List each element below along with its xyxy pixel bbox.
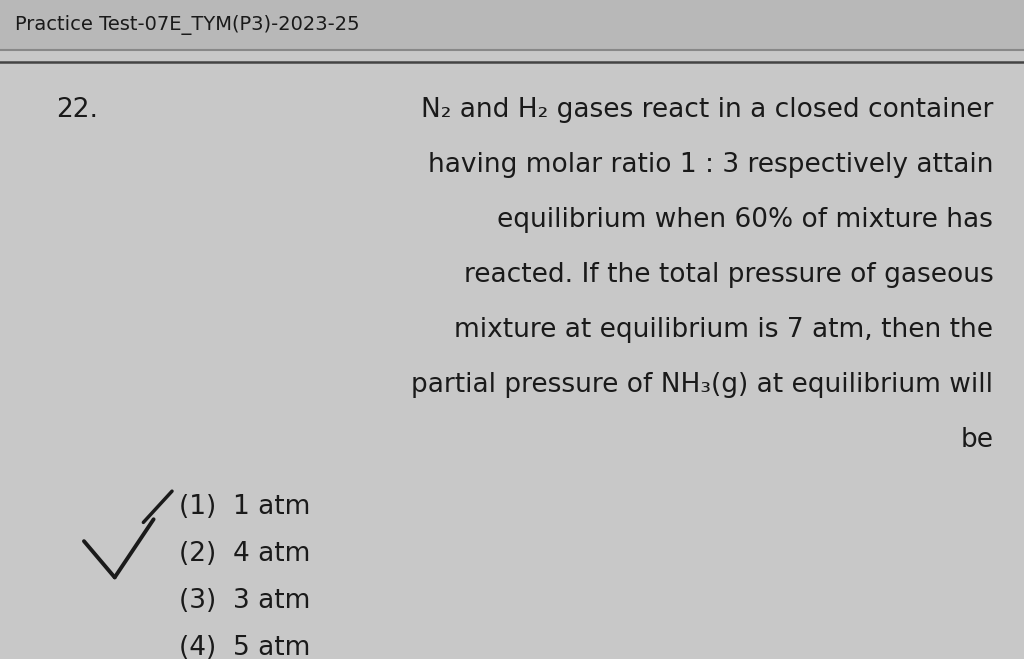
Text: mixture at equilibrium is 7 atm, then the: mixture at equilibrium is 7 atm, then th… xyxy=(455,317,993,343)
Text: (4)  5 atm: (4) 5 atm xyxy=(179,635,310,659)
FancyBboxPatch shape xyxy=(0,0,1024,50)
Text: partial pressure of NH₃(g) at equilibrium will: partial pressure of NH₃(g) at equilibriu… xyxy=(412,372,993,398)
Text: equilibrium when 60% of mixture has: equilibrium when 60% of mixture has xyxy=(498,207,993,233)
Text: (1)  1 atm: (1) 1 atm xyxy=(179,494,310,521)
Text: N₂ and H₂ gases react in a closed container: N₂ and H₂ gases react in a closed contai… xyxy=(421,97,993,123)
Text: Practice Test-07E_TYM(P3)-2023-25: Practice Test-07E_TYM(P3)-2023-25 xyxy=(15,15,360,35)
Text: having molar ratio 1 : 3 respectively attain: having molar ratio 1 : 3 respectively at… xyxy=(428,152,993,178)
Text: reacted. If the total pressure of gaseous: reacted. If the total pressure of gaseou… xyxy=(464,262,993,288)
Text: 22.: 22. xyxy=(56,97,98,123)
Text: (2)  4 atm: (2) 4 atm xyxy=(179,541,310,567)
Text: (3)  3 atm: (3) 3 atm xyxy=(179,588,310,614)
Text: be: be xyxy=(961,427,993,453)
